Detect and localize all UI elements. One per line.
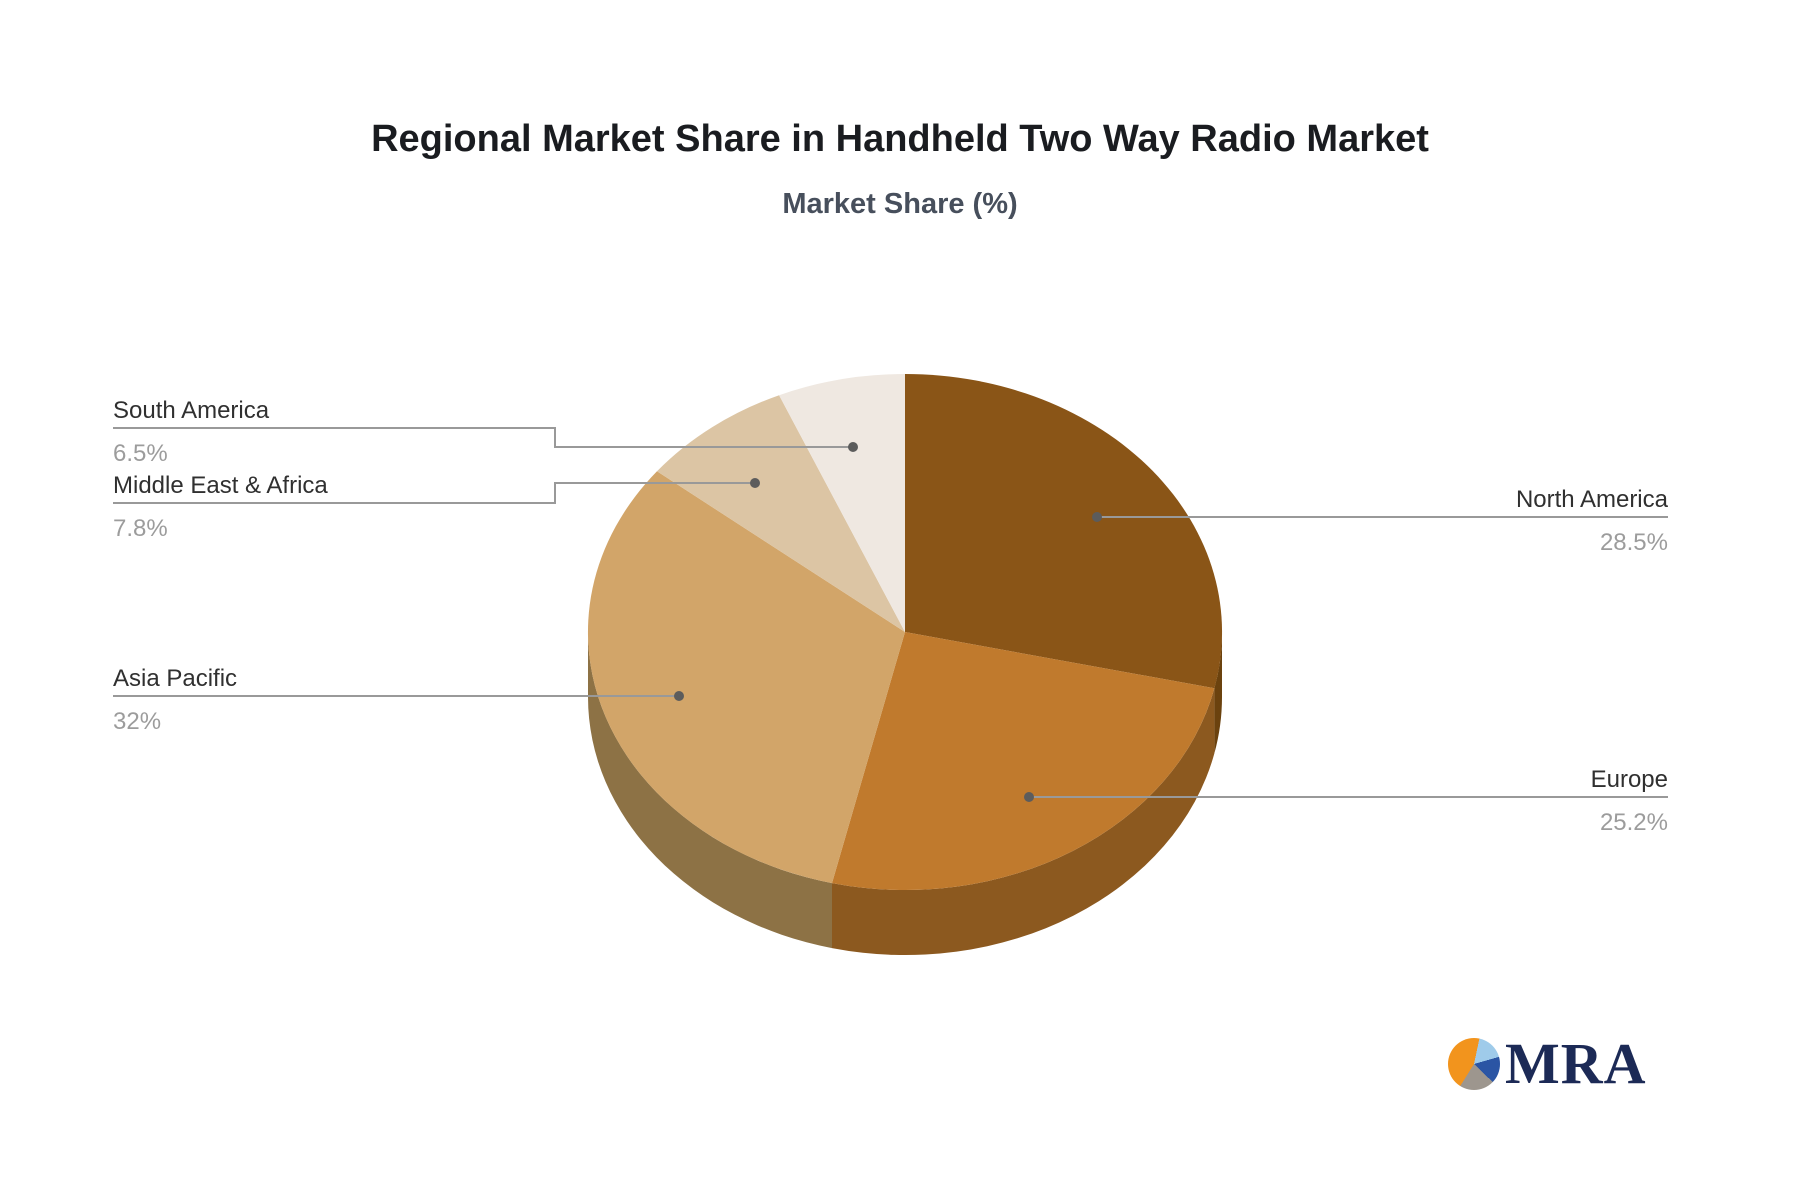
- asia-pacific-value: 32%: [113, 708, 161, 735]
- pie-slice-north-america[interactable]: [905, 374, 1223, 689]
- europe-label: Europe: [1591, 766, 1668, 793]
- mra-logo[interactable]: MRA: [1448, 1031, 1647, 1096]
- mra-logo-text: MRA: [1505, 1031, 1647, 1096]
- middle-east-africa-value: 7.8%: [113, 515, 168, 542]
- asia-pacific-connector-dot: [674, 691, 684, 701]
- mra-logo-pie-icon: [1448, 1038, 1500, 1090]
- south-america-label: South America: [113, 397, 270, 424]
- south-america-value: 6.5%: [113, 440, 168, 467]
- pie-slice-asia-pacific-side: [588, 632, 832, 949]
- pie-slice-europe-side: [832, 688, 1215, 956]
- pie-slice-middle-east-africa[interactable]: [657, 395, 905, 632]
- chart-title: Regional Market Share in Handheld Two Wa…: [371, 118, 1429, 160]
- europe-value: 25.2%: [1600, 809, 1668, 836]
- middle-east-africa-connector-line: [113, 482, 755, 504]
- pie-slice-asia-pacific[interactable]: [587, 471, 905, 884]
- asia-pacific-label: Asia Pacific: [113, 665, 237, 692]
- south-america-connector-line: [113, 427, 853, 448]
- north-america-value: 28.5%: [1600, 529, 1668, 556]
- middle-east-africa-label: Middle East & Africa: [113, 472, 328, 499]
- chart-subtitle: Market Share (%): [782, 188, 1018, 220]
- europe-connector-dot: [1024, 792, 1034, 802]
- pie-slice-north-america-side: [1214, 632, 1223, 754]
- middle-east-africa-connector-dot: [750, 478, 760, 488]
- pie-slice-europe[interactable]: [832, 632, 1215, 891]
- north-america-connector-dot: [1092, 512, 1102, 522]
- south-america-connector-dot: [848, 442, 858, 452]
- pie-slice-south-america[interactable]: [779, 374, 905, 632]
- north-america-label: North America: [1516, 486, 1669, 513]
